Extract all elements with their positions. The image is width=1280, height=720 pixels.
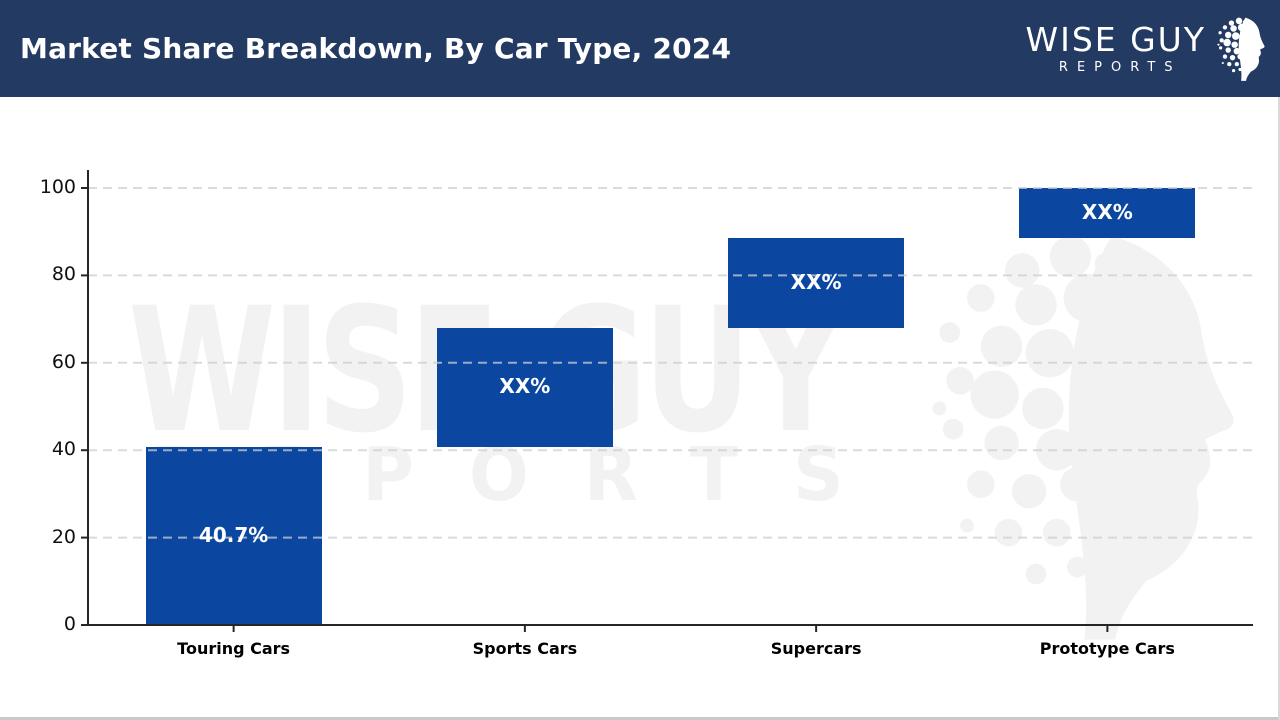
logo-text: WISE GUY REPORTS — [1025, 23, 1206, 75]
x-tick-label-touring-cars: Touring Cars — [177, 639, 291, 658]
bar-supercars — [728, 238, 905, 328]
page-title: Market Share Breakdown, By Car Type, 202… — [20, 32, 732, 65]
y-tick-label: 100 — [39, 176, 76, 198]
bar-value-label: XX% — [1081, 200, 1133, 225]
bar-value-label: 40.7% — [198, 523, 269, 548]
x-tick-label-supercars: Supercars — [770, 639, 862, 658]
y-tick-label: 0 — [63, 613, 76, 635]
chart-area: WISE GUY REPORTS 40.7% XX% XX% XX% 0 20 40 60 80… — [0, 97, 1280, 717]
x-tick-label-prototype-cars: Prototype Cars — [1039, 639, 1175, 658]
header: Market Share Breakdown, By Car Type, 202… — [0, 0, 1280, 97]
y-tick-label: 80 — [51, 263, 76, 286]
logo-subtitle: REPORTS — [1058, 59, 1182, 75]
y-tick-label: 20 — [51, 525, 76, 548]
wiseguy-head-icon — [1217, 17, 1265, 81]
y-tick-label: 40 — [51, 438, 76, 461]
bar-value-label: XX% — [790, 270, 842, 295]
watermark-head-icon — [932, 235, 1234, 640]
x-tick-label-sports-cars: Sports Cars — [472, 639, 578, 658]
y-tick-label: 60 — [51, 350, 76, 373]
bar-prototype-cars — [1019, 188, 1196, 239]
logo-wordmark: WISE GUY — [1025, 19, 1206, 59]
wiseguy-logo: WISE GUY REPORTS — [1025, 9, 1280, 89]
bar-sports-cars — [436, 327, 613, 448]
bar-value-label: XX% — [499, 374, 551, 399]
bar-touring-cars — [145, 447, 322, 625]
